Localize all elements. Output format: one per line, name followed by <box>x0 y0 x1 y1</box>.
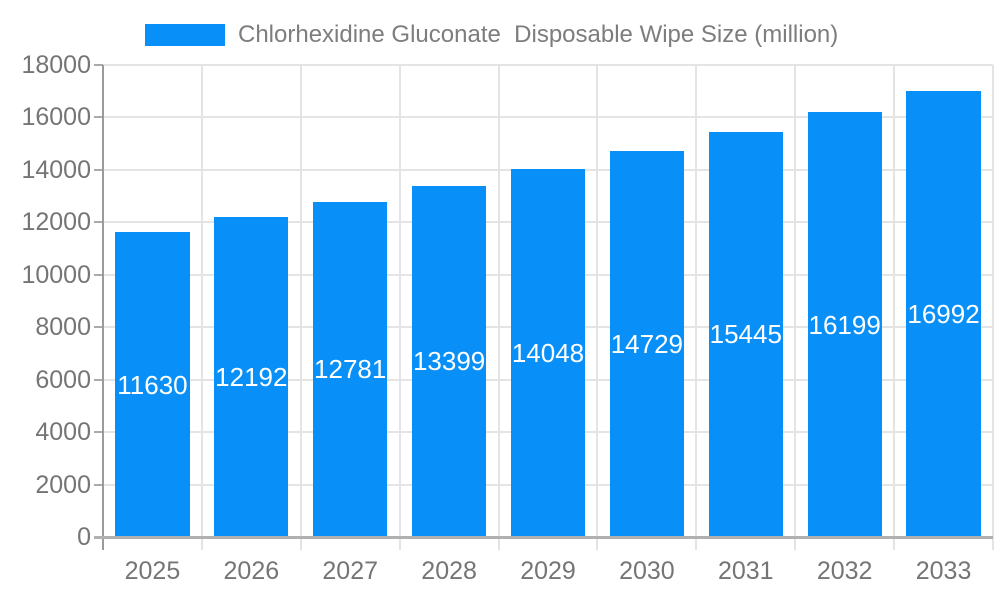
y-tick-mark <box>94 221 103 224</box>
y-axis-tick-label: 14000 <box>21 155 91 184</box>
bar-value-label: 14048 <box>511 337 585 368</box>
x-gridline <box>893 65 896 550</box>
x-axis-tick-label: 2026 <box>223 557 280 585</box>
legend-label: Chlorhexidine Gluconate Disposable Wipe … <box>238 21 839 48</box>
y-axis-tick-label: 2000 <box>35 470 91 499</box>
x-gridline <box>299 65 302 550</box>
y-axis-line <box>102 65 104 550</box>
x-gridline <box>497 65 500 550</box>
bar-2028[interactable] <box>412 185 487 537</box>
bar-2031[interactable] <box>708 131 783 537</box>
y-tick-mark <box>94 168 103 171</box>
y-axis-tick-label: 12000 <box>21 208 91 237</box>
y-axis-tick-label: 4000 <box>35 418 91 447</box>
y-gridline <box>103 64 993 66</box>
x-axis-tick-label: 2031 <box>717 557 774 585</box>
x-axis-tick-label: 2033 <box>915 557 972 585</box>
bar-2033[interactable] <box>906 91 981 537</box>
bar-value-label: 13399 <box>412 346 486 377</box>
y-tick-mark <box>94 326 103 329</box>
bar-value-label: 11630 <box>117 369 188 400</box>
bar-2030[interactable] <box>609 150 684 537</box>
bar-value-label: 16199 <box>808 309 881 340</box>
x-gridline <box>794 65 797 550</box>
bar-value-label: 12192 <box>215 362 288 393</box>
x-axis-tick-label: 2029 <box>520 557 576 585</box>
x-axis-tick-label: 2027 <box>322 557 379 585</box>
bar-value-label: 12781 <box>314 354 387 385</box>
bar-value-label: 16992 <box>907 299 980 330</box>
y-tick-mark <box>94 431 103 434</box>
bar-2025[interactable] <box>115 232 190 537</box>
x-axis-line <box>94 536 993 539</box>
legend-swatch <box>145 24 225 46</box>
x-axis-tick-label: 2028 <box>421 557 477 585</box>
y-tick-mark <box>94 378 103 381</box>
x-axis-tick-label: 2032 <box>816 557 873 585</box>
x-gridline <box>695 65 698 550</box>
y-axis-tick-label: 0 <box>77 523 91 551</box>
y-tick-mark <box>94 483 103 486</box>
x-gridline <box>992 65 994 550</box>
x-gridline <box>596 65 599 550</box>
x-gridline <box>200 65 203 550</box>
y-tick-mark <box>94 273 103 276</box>
bar-2026[interactable] <box>214 217 289 537</box>
y-tick-mark <box>94 116 103 119</box>
x-axis-tick-label: 2030 <box>619 557 675 585</box>
x-gridline <box>398 65 401 550</box>
y-axis-tick-label: 8000 <box>35 313 91 342</box>
y-axis-tick-label: 18000 <box>21 51 91 79</box>
y-axis-tick-label: 16000 <box>21 103 91 132</box>
bar-2029[interactable] <box>510 168 586 537</box>
y-axis-tick-label: 6000 <box>35 365 91 394</box>
bar-value-label: 15445 <box>709 319 782 350</box>
x-axis-tick-label: 2025 <box>124 557 181 585</box>
y-gridline <box>103 116 993 119</box>
legend-item[interactable]: Chlorhexidine Gluconate Disposable Wipe … <box>145 21 838 49</box>
bar-2032[interactable] <box>807 112 882 537</box>
bar-2027[interactable] <box>313 201 388 537</box>
bar-value-label: 14729 <box>610 328 684 359</box>
y-axis-tick-label: 10000 <box>21 260 91 289</box>
y-tick-mark <box>94 64 103 66</box>
